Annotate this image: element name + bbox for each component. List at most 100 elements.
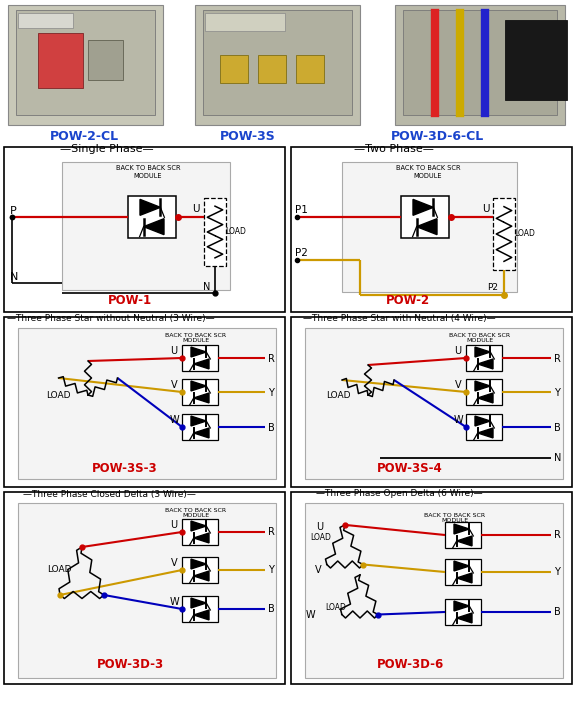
Bar	[291, 492, 572, 684]
Text: U: U	[192, 204, 200, 214]
Text: R: R	[554, 354, 561, 364]
Text: U: U	[170, 346, 177, 356]
Polygon shape	[191, 416, 206, 426]
Bar	[291, 147, 572, 312]
Bar	[182, 379, 218, 405]
Text: U: U	[482, 204, 490, 214]
Polygon shape	[478, 393, 493, 403]
Text: P: P	[10, 206, 17, 216]
Text: B: B	[554, 423, 561, 433]
Bar	[296, 55, 324, 83]
Text: N: N	[10, 272, 18, 282]
Text: POW-3S-4: POW-3S-4	[377, 462, 443, 475]
Text: —Three Phase Open Delta (6 Wire)—: —Three Phase Open Delta (6 Wire)—	[316, 489, 482, 499]
Polygon shape	[191, 559, 206, 569]
Text: N: N	[203, 282, 210, 292]
Bar	[291, 317, 572, 487]
Bar	[445, 559, 481, 585]
Text: LOAD: LOAD	[310, 534, 331, 542]
Text: LOAD: LOAD	[325, 603, 346, 613]
Text: BACK TO BACK SCR
MODULE: BACK TO BACK SCR MODULE	[449, 332, 510, 343]
Polygon shape	[194, 428, 209, 438]
Text: LOAD: LOAD	[226, 228, 247, 236]
Text: POW-3D-6-CL: POW-3D-6-CL	[391, 129, 484, 142]
Bar	[182, 596, 218, 622]
Polygon shape	[191, 347, 206, 357]
Text: V: V	[170, 380, 177, 390]
Bar	[4, 147, 285, 312]
Text: W: W	[453, 415, 463, 425]
Text: POW-3D-6: POW-3D-6	[376, 657, 444, 670]
Text: —Three Phase Star without Neutral (3 Wire)—: —Three Phase Star without Neutral (3 Wir…	[7, 315, 215, 324]
Bar	[16, 10, 155, 115]
Text: V: V	[454, 380, 461, 390]
Text: LOAD: LOAD	[47, 566, 71, 574]
Polygon shape	[140, 199, 160, 215]
Text: BACK TO BACK SCR
MODULE: BACK TO BACK SCR MODULE	[425, 513, 486, 523]
Text: BACK TO BACK SCR
MODULE: BACK TO BACK SCR MODULE	[116, 166, 180, 179]
Bar	[4, 317, 285, 487]
Polygon shape	[475, 416, 490, 426]
Bar	[195, 5, 360, 125]
Polygon shape	[478, 428, 493, 438]
Bar	[128, 196, 176, 238]
Polygon shape	[457, 536, 472, 546]
Bar	[18, 503, 276, 678]
Text: —Three Phase Star with Neutral (4 Wire)—: —Three Phase Star with Neutral (4 Wire)—	[302, 315, 495, 324]
Text: Y: Y	[268, 388, 274, 398]
Bar	[305, 328, 563, 479]
Polygon shape	[191, 598, 206, 608]
Polygon shape	[457, 613, 472, 623]
Text: BACK TO BACK SCR
MODULE: BACK TO BACK SCR MODULE	[165, 332, 226, 343]
Bar	[204, 198, 226, 266]
Polygon shape	[143, 219, 164, 235]
Bar	[258, 55, 286, 83]
Polygon shape	[478, 359, 493, 369]
Bar	[182, 345, 218, 371]
Polygon shape	[194, 610, 209, 620]
Text: POW-3S: POW-3S	[220, 129, 276, 142]
Text: R: R	[554, 530, 561, 540]
Bar	[18, 328, 276, 479]
Bar	[466, 345, 502, 371]
Text: W: W	[169, 597, 179, 607]
Text: V: V	[170, 558, 177, 568]
Polygon shape	[454, 524, 469, 534]
Bar	[182, 519, 218, 545]
Bar	[342, 162, 517, 292]
Bar	[205, 13, 285, 31]
Polygon shape	[194, 571, 209, 581]
Text: LOAD: LOAD	[46, 390, 70, 400]
Text: U: U	[316, 522, 324, 532]
Text: —Single Phase—: —Single Phase—	[60, 144, 154, 154]
Bar	[38, 33, 83, 88]
Text: Y: Y	[554, 388, 560, 398]
Text: W: W	[305, 610, 315, 620]
Polygon shape	[413, 199, 433, 215]
Bar	[4, 492, 285, 684]
Polygon shape	[194, 393, 209, 403]
Text: Y: Y	[554, 567, 560, 577]
Text: POW-3S-3: POW-3S-3	[92, 462, 158, 475]
Bar	[505, 20, 567, 100]
Text: N: N	[554, 453, 562, 463]
Bar	[88, 40, 123, 80]
Text: V: V	[314, 565, 321, 575]
Text: —Three Phase Closed Delta (3 Wire)—: —Three Phase Closed Delta (3 Wire)—	[22, 489, 195, 499]
Bar	[182, 557, 218, 583]
Text: LOAD: LOAD	[514, 230, 536, 238]
Polygon shape	[194, 359, 209, 369]
Text: U: U	[170, 520, 177, 530]
Text: —Two Phase—: —Two Phase—	[354, 144, 434, 154]
Bar	[445, 522, 481, 548]
Text: Y: Y	[268, 565, 274, 575]
Bar	[395, 5, 565, 125]
Polygon shape	[191, 381, 206, 391]
Text: R: R	[268, 527, 275, 537]
Text: POW-3D-3: POW-3D-3	[96, 657, 164, 670]
Text: P1: P1	[295, 205, 308, 215]
Text: LOAD: LOAD	[326, 390, 351, 400]
Text: B: B	[268, 604, 275, 614]
Polygon shape	[194, 533, 209, 543]
Text: W: W	[169, 415, 179, 425]
